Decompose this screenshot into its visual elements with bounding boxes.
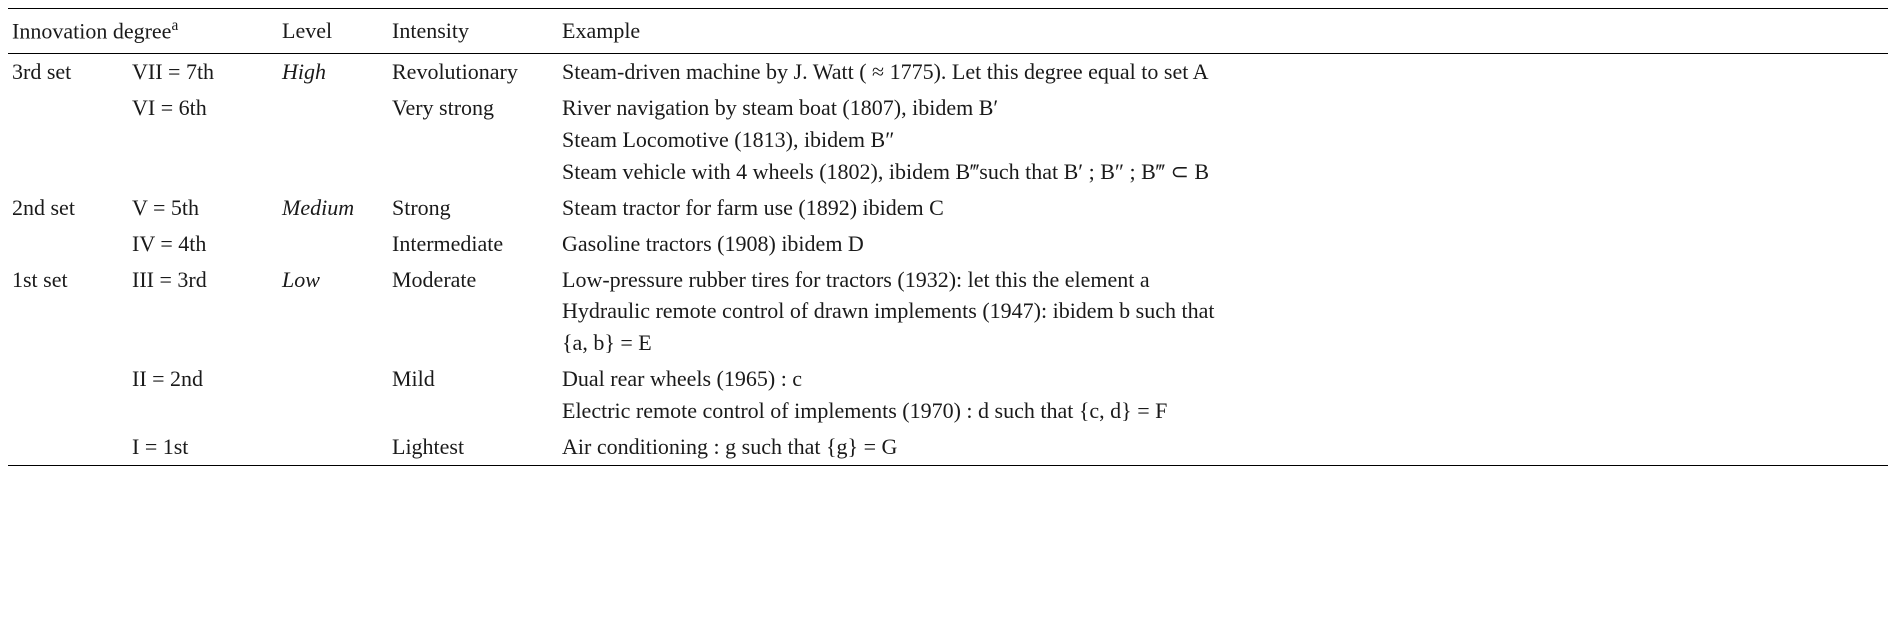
example-text: {a, b} = E — [562, 327, 1884, 359]
cell-degree: I = 1st — [128, 429, 278, 465]
table-header-row: Innovation degreea Level Intensity Examp… — [8, 9, 1888, 54]
cell-set: 3rd set — [8, 54, 128, 90]
cell-intensity: Mild — [388, 361, 558, 429]
example-text: Steam Locomotive (1813), ibidem B″ — [562, 124, 1884, 156]
cell-example: River navigation by steam boat (1807), i… — [558, 90, 1888, 190]
col-innovation-degree: Innovation degreea — [8, 9, 278, 54]
cell-example: Steam tractor for farm use (1892) ibidem… — [558, 190, 1888, 226]
example-text: Hydraulic remote control of drawn implem… — [562, 295, 1884, 327]
cell-set: 2nd set — [8, 190, 128, 226]
example-text: Gasoline tractors (1908) ibidem D — [562, 228, 1884, 260]
header-innovation-degree: Innovation degree — [12, 18, 171, 43]
example-text: River navigation by steam boat (1807), i… — [562, 92, 1884, 124]
cell-set — [8, 226, 128, 262]
example-text: Dual rear wheels (1965) : c — [562, 363, 1884, 395]
cell-intensity: Strong — [388, 190, 558, 226]
col-example: Example — [558, 9, 1888, 54]
table-row: 3rd set VII = 7th High Revolutionary Ste… — [8, 54, 1888, 90]
example-text: Air conditioning : g such that {g} = G — [562, 431, 1884, 463]
table-row: II = 2nd Mild Dual rear wheels (1965) : … — [8, 361, 1888, 429]
cell-level — [278, 226, 388, 262]
cell-intensity: Moderate — [388, 262, 558, 362]
cell-intensity: Intermediate — [388, 226, 558, 262]
cell-level: Low — [278, 262, 388, 362]
col-level: Level — [278, 9, 388, 54]
example-text: Steam vehicle with 4 wheels (1802), ibid… — [562, 156, 1884, 188]
cell-set — [8, 361, 128, 429]
cell-degree: II = 2nd — [128, 361, 278, 429]
cell-example: Dual rear wheels (1965) : c Electric rem… — [558, 361, 1888, 429]
innovation-degree-table: Innovation degreea Level Intensity Examp… — [8, 8, 1888, 466]
cell-example: Steam-driven machine by J. Watt ( ≈ 1775… — [558, 54, 1888, 90]
table-row: IV = 4th Intermediate Gasoline tractors … — [8, 226, 1888, 262]
table-row: 2nd set V = 5th Medium Strong Steam trac… — [8, 190, 1888, 226]
cell-set — [8, 90, 128, 190]
table-row: 1st set III = 3rd Low Moderate Low-press… — [8, 262, 1888, 362]
header-innovation-degree-footnote: a — [171, 17, 178, 34]
cell-example: Low-pressure rubber tires for tractors (… — [558, 262, 1888, 362]
cell-intensity: Very strong — [388, 90, 558, 190]
cell-degree: V = 5th — [128, 190, 278, 226]
cell-level — [278, 429, 388, 465]
cell-level — [278, 90, 388, 190]
cell-intensity: Revolutionary — [388, 54, 558, 90]
cell-degree: VII = 7th — [128, 54, 278, 90]
example-text: Steam-driven machine by J. Watt ( ≈ 1775… — [562, 56, 1884, 88]
example-text: Steam tractor for farm use (1892) ibidem… — [562, 192, 1884, 224]
table-row: VI = 6th Very strong River navigation by… — [8, 90, 1888, 190]
cell-degree: III = 3rd — [128, 262, 278, 362]
cell-degree: IV = 4th — [128, 226, 278, 262]
cell-degree: VI = 6th — [128, 90, 278, 190]
cell-intensity: Lightest — [388, 429, 558, 465]
cell-example: Air conditioning : g such that {g} = G — [558, 429, 1888, 465]
cell-level — [278, 361, 388, 429]
cell-level: High — [278, 54, 388, 90]
example-text: Low-pressure rubber tires for tractors (… — [562, 264, 1884, 296]
example-text: Electric remote control of implements (1… — [562, 395, 1884, 427]
cell-set: 1st set — [8, 262, 128, 362]
col-intensity: Intensity — [388, 9, 558, 54]
cell-set — [8, 429, 128, 465]
table-row: I = 1st Lightest Air conditioning : g su… — [8, 429, 1888, 465]
cell-level: Medium — [278, 190, 388, 226]
cell-example: Gasoline tractors (1908) ibidem D — [558, 226, 1888, 262]
